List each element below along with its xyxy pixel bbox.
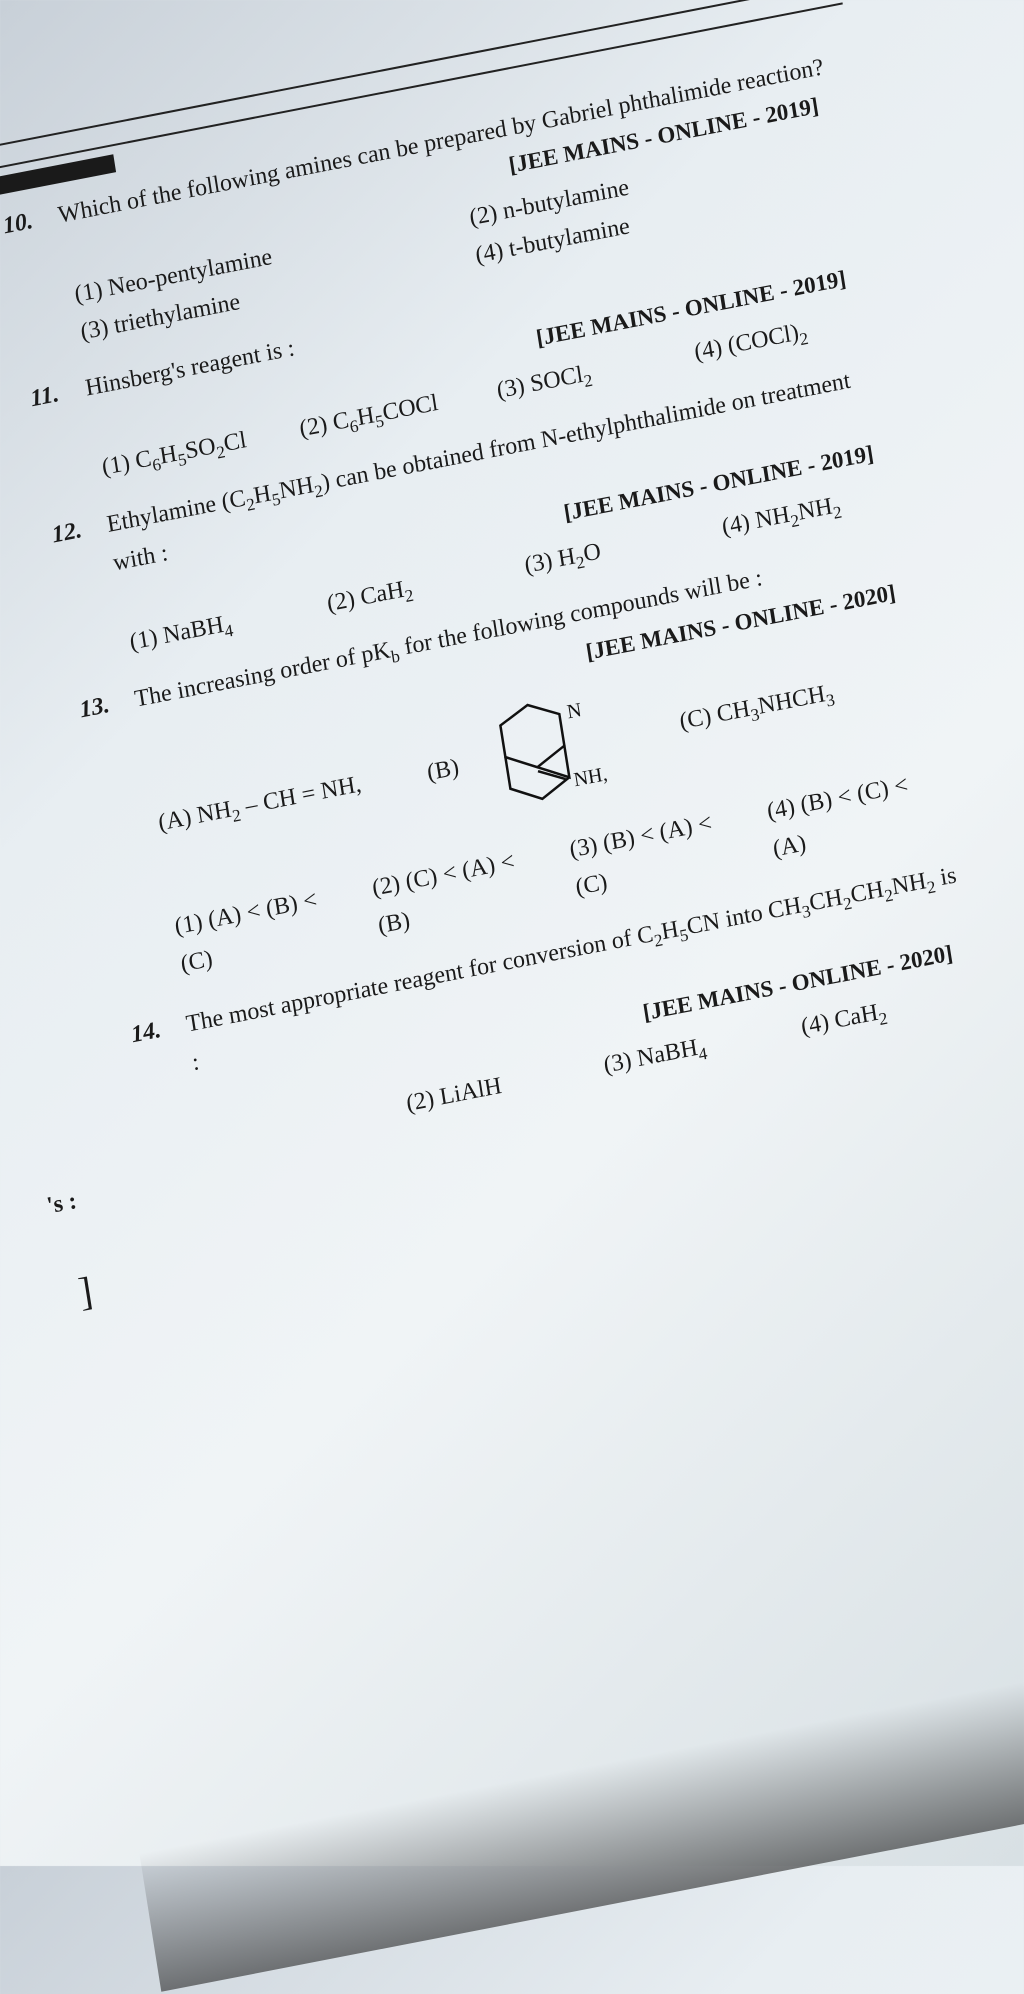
qnum-14: 14.	[129, 1008, 184, 1053]
qnum-11: 11.	[28, 372, 83, 417]
side-bracket: ]	[75, 1267, 95, 1316]
q13-opt4: (4) (B) < (C) < (A)	[764, 755, 973, 869]
page-cutoff-shadow	[139, 1658, 1024, 1992]
side-s-text: 's :	[45, 1188, 79, 1220]
q13-opt1: (1) (A) < (B) < (C)	[172, 870, 381, 984]
page-container: TITUTE 19] 's : ] Amines 10. Which of th…	[0, 0, 1024, 1952]
svg-text:N: N	[566, 699, 584, 723]
q13-compound-A: (A) NH2 – CH = NH,	[157, 759, 430, 842]
q13-compound-C: (C) CH3NHCH3	[678, 664, 920, 740]
qnum-10: 10.	[0, 199, 55, 244]
bicyclic-structure-icon: N NH,	[457, 675, 624, 829]
qnum-12: 12.	[49, 509, 104, 554]
q13-opt2: (2) (C) < (A) < (B)	[369, 832, 578, 946]
qnum-13: 13.	[77, 684, 132, 729]
svg-text:NH,: NH,	[573, 763, 610, 791]
q13-opt3: (3) (B) < (A) < (C)	[567, 793, 776, 907]
